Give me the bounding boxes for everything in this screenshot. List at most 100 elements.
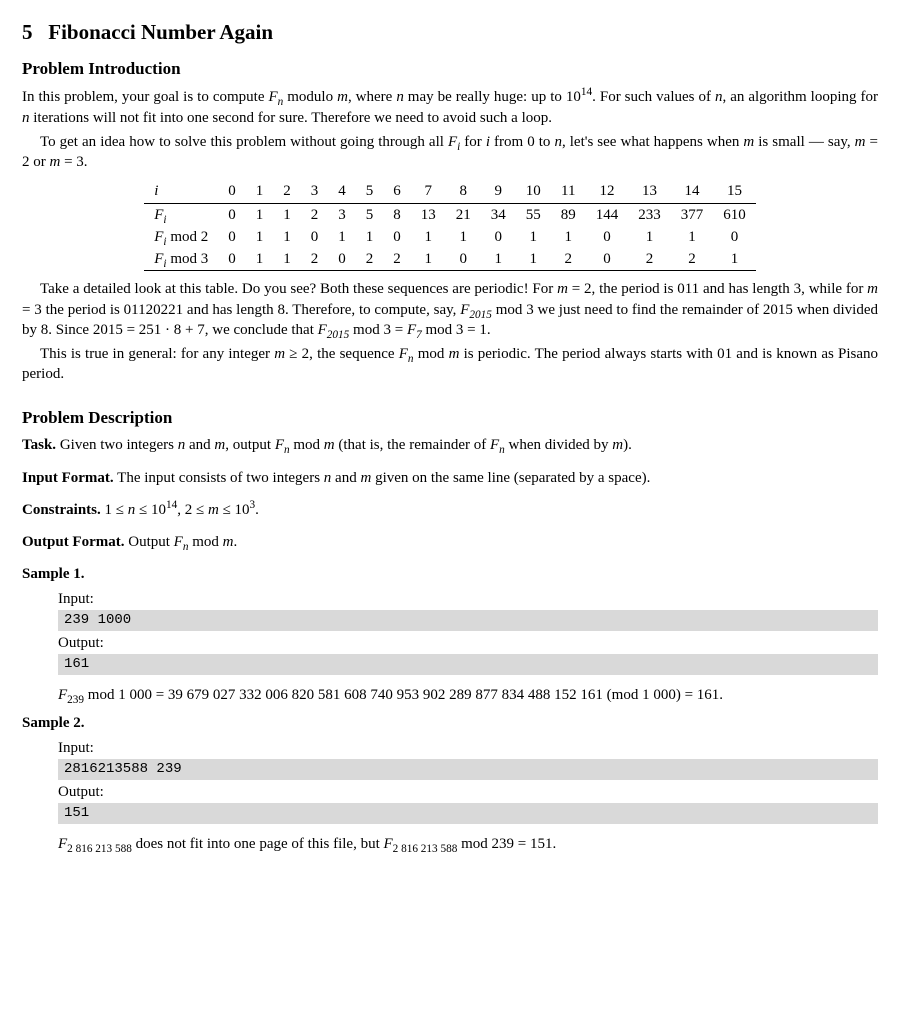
cell: 0 [446,248,481,271]
cell: 15 [713,180,756,203]
symbol-Fn: Fn [399,346,414,362]
symbol-m: m [223,534,234,550]
text: when divided by [505,437,612,453]
cell: 377 [671,203,714,226]
cell: 21 [446,203,481,226]
text: (that is, the remainder of [335,437,490,453]
input-label: Input: [58,589,878,609]
symbol-n: n [22,110,30,126]
symbol-m: m [214,437,225,453]
constraints-label: Constraints. [22,502,101,518]
symbol-m: m [50,154,61,170]
cell: 0 [218,226,246,248]
input-format-label: Input Format. [22,470,114,486]
cell: 4 [328,180,356,203]
symbol-m: m [324,437,335,453]
symbol-m: m [360,470,371,486]
text: ≥ 2, the sequence [285,346,399,362]
symbol-m: m [274,346,285,362]
text: . [233,534,237,550]
cell: 1 [628,226,671,248]
col-i: i [144,180,218,203]
text: . [255,502,259,518]
cell: 13 [628,180,671,203]
output-format-line: Output Format. Output Fn mod m. [22,532,878,552]
symbol-F7: F7 [407,322,422,338]
cell: 2 [628,248,671,271]
cell: 2 [383,248,411,271]
text: mod 1 000 = 39 679 027 332 006 820 581 6… [84,687,723,703]
symbol-F2015: F2015 [318,322,350,338]
table-row: Fi mod 2 0110110110110110 [144,226,755,248]
output-label: Output: [58,633,878,653]
symbol-m: m [743,134,754,150]
table-row: i 0123456789101112131415 [144,180,755,203]
symbol-F: F [383,836,392,852]
cell: 1 [246,226,274,248]
symbol-Fn: Fn [174,534,189,550]
sample-2-explain: F2 816 213 588 does not fit into one pag… [58,834,878,854]
text: and [185,437,214,453]
cell: 144 [586,203,629,226]
cell: 8 [383,203,411,226]
after-para-1: Take a detailed look at this table. Do y… [22,279,878,340]
intro-para-2: To get an idea how to solve this problem… [22,132,878,173]
cell: 0 [713,226,756,248]
cell: 1 [671,226,714,248]
table-row: Fi 01123581321345589144233377610 [144,203,755,226]
text: given on the same line (separated by a s… [371,470,650,486]
sample-1-block: Input: 239 1000 Output: 161 F239 mod 1 0… [58,589,878,706]
symbol-n: n [554,134,562,150]
symbol-Fi: Fi [448,134,460,150]
text: for [460,134,486,150]
row-label: Fi mod 3 [144,248,218,271]
text: ≤ 10 [135,502,166,518]
text: mod 239 = 151. [457,836,556,852]
row-label: Fi mod 2 [144,226,218,248]
symbol-F: F [58,836,67,852]
symbol-Fn: Fn [268,89,283,105]
cell: 1 [246,203,274,226]
text: does not fit into one page of this file,… [132,836,384,852]
intro-heading: Problem Introduction [22,58,878,81]
task-line: Task. Given two integers n and m, output… [22,435,878,455]
text: = 2, the period is 011 and has length 3,… [568,281,867,297]
text: mod [290,437,324,453]
exponent: 14 [581,86,592,98]
sample-2-block: Input: 2816213588 239 Output: 151 F2 816… [58,738,878,855]
output-format-label: Output Format. [22,534,125,550]
cell: 10 [516,180,551,203]
input-label: Input: [58,738,878,758]
cell: 12 [586,180,629,203]
section-title: 5 Fibonacci Number Again [22,18,878,46]
symbol-n: n [396,89,404,105]
cell: 0 [218,180,246,203]
cell: 8 [446,180,481,203]
text: is small — say, [754,134,854,150]
symbol-m: m [867,281,878,297]
cell: 14 [671,180,714,203]
cell: 7 [411,180,446,203]
cell: 1 [411,226,446,248]
text: and [331,470,360,486]
text: modulo [283,89,337,105]
cell: 6 [383,180,411,203]
cell: 9 [481,180,516,203]
text: In this problem, your goal is to compute [22,89,268,105]
cell: 0 [586,248,629,271]
fibonacci-table: i 0123456789101112131415 Fi 011235813213… [144,180,755,271]
symbol-m: m [449,346,460,362]
cell: 2 [301,203,329,226]
symbol-Fn: Fn [275,437,290,453]
text: mod [188,534,222,550]
sample-2-label: Sample 2. [22,713,878,733]
cell: 0 [586,226,629,248]
cell: 1 [246,180,274,203]
text: = 3 the period is 01120221 and has lengt… [22,302,460,318]
cell: 5 [356,180,384,203]
cell: 3 [328,203,356,226]
description-heading: Problem Description [22,407,878,430]
cell: 0 [481,226,516,248]
text: , let's see what happens when [562,134,743,150]
cell: 5 [356,203,384,226]
